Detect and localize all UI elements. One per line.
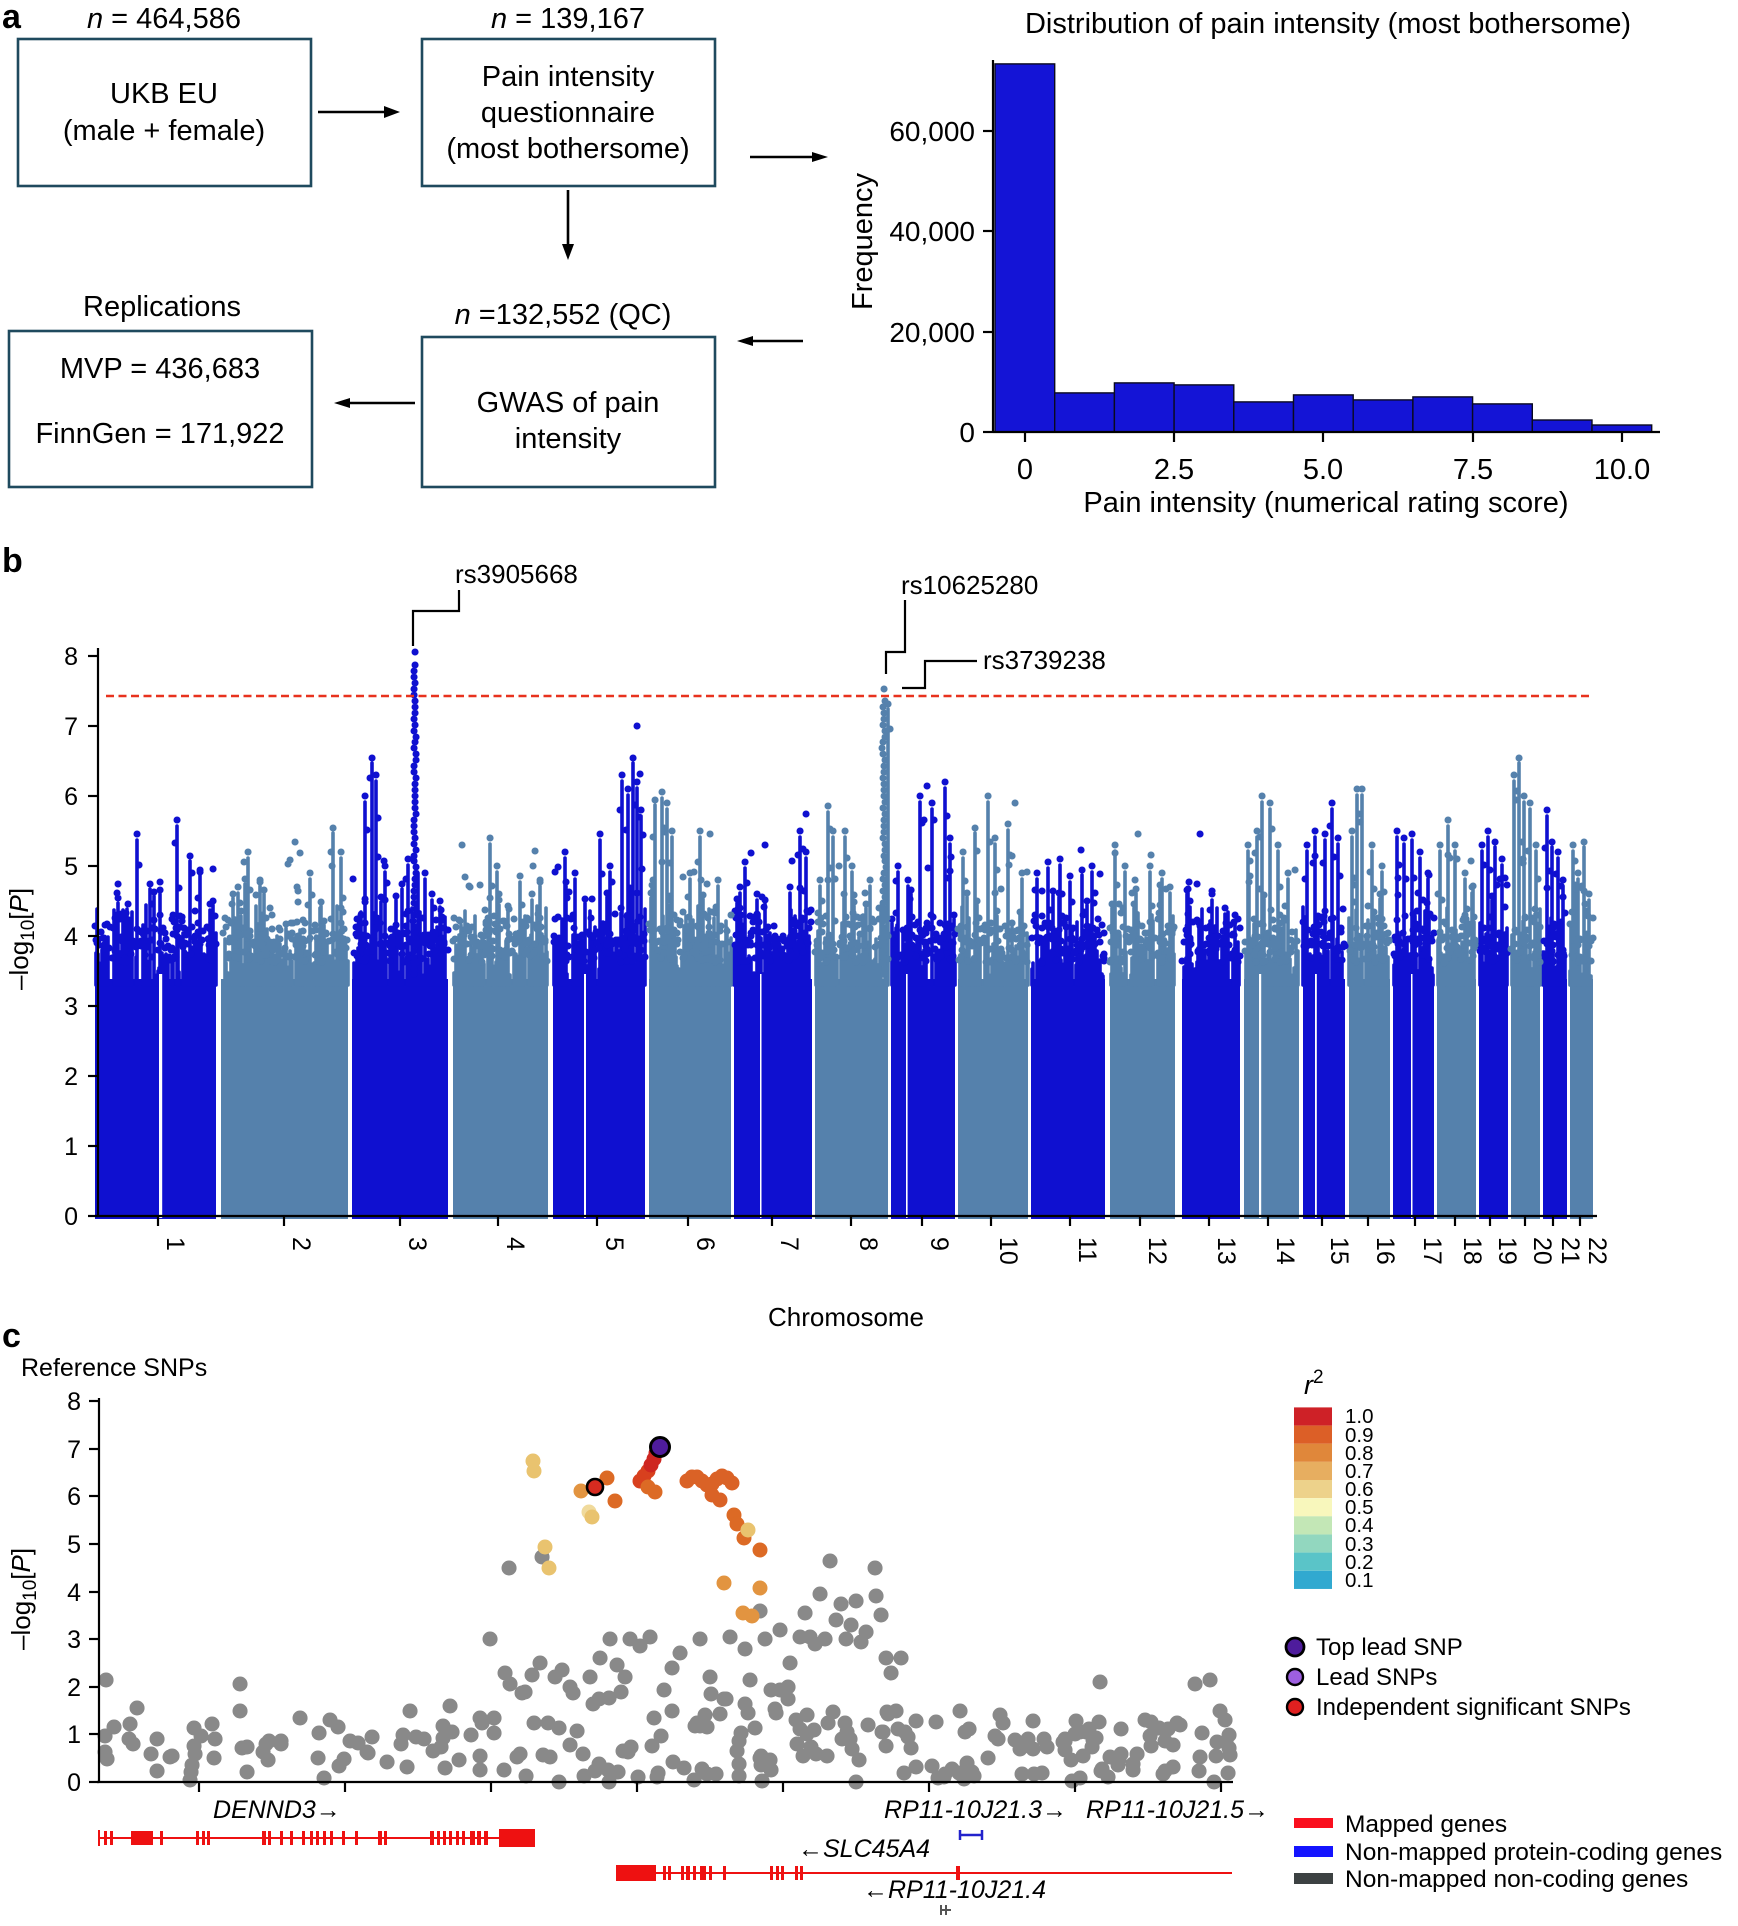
svg-text:10.0: 10.0 bbox=[1594, 454, 1650, 486]
svg-text:8: 8 bbox=[67, 1388, 81, 1416]
svg-text:0.1: 0.1 bbox=[1345, 1569, 1374, 1592]
svg-text:intensity: intensity bbox=[515, 423, 622, 455]
svg-text:1: 1 bbox=[161, 1237, 189, 1251]
svg-text:0: 0 bbox=[64, 1203, 78, 1231]
svg-text:Mapped genes: Mapped genes bbox=[1345, 1811, 1507, 1838]
svg-text:8: 8 bbox=[64, 643, 78, 671]
svg-text:12: 12 bbox=[1143, 1237, 1171, 1265]
svg-text:18: 18 bbox=[1458, 1237, 1486, 1265]
svg-text:(male + female): (male + female) bbox=[63, 115, 265, 147]
svg-text:0.2: 0.2 bbox=[1345, 1551, 1374, 1574]
svg-text:60,000: 60,000 bbox=[889, 116, 975, 147]
svg-text:8: 8 bbox=[854, 1237, 882, 1251]
svg-text:Reference SNPs: Reference SNPs bbox=[21, 1354, 207, 1382]
svg-text:Replications: Replications bbox=[83, 291, 241, 323]
svg-text:a: a bbox=[2, 0, 22, 36]
svg-text:6: 6 bbox=[67, 1483, 81, 1511]
svg-text:RP11-10J21.3→: RP11-10J21.3→ bbox=[884, 1796, 1067, 1824]
svg-text:RP11-10J21.5→: RP11-10J21.5→ bbox=[1086, 1796, 1269, 1824]
svg-text:GWAS of pain: GWAS of pain bbox=[477, 387, 660, 419]
svg-text:3: 3 bbox=[403, 1237, 431, 1251]
svg-text:7: 7 bbox=[775, 1237, 803, 1251]
svg-text:rs3739238: rs3739238 bbox=[983, 645, 1106, 675]
svg-text:15: 15 bbox=[1325, 1237, 1353, 1265]
svg-text:17: 17 bbox=[1418, 1237, 1446, 1265]
svg-text:11: 11 bbox=[1073, 1237, 1101, 1263]
svg-text:Non-mapped protein-coding gene: Non-mapped protein-coding genes bbox=[1345, 1839, 1722, 1866]
svg-text:4: 4 bbox=[501, 1237, 529, 1251]
svg-text:7: 7 bbox=[64, 713, 78, 741]
svg-text:3: 3 bbox=[64, 993, 78, 1021]
svg-text:c: c bbox=[2, 1317, 21, 1355]
svg-text:Non-mapped non-coding genes: Non-mapped non-coding genes bbox=[1345, 1866, 1688, 1893]
svg-text:7.5: 7.5 bbox=[1453, 454, 1493, 486]
svg-text:20: 20 bbox=[1528, 1237, 1556, 1265]
svg-text:Pain intensity: Pain intensity bbox=[482, 61, 655, 93]
svg-text:rs10625280: rs10625280 bbox=[901, 570, 1038, 600]
svg-text:DENND3→: DENND3→ bbox=[213, 1796, 341, 1824]
svg-text:2: 2 bbox=[64, 1063, 78, 1091]
svg-text:22: 22 bbox=[1583, 1237, 1611, 1265]
svg-text:0.3: 0.3 bbox=[1345, 1533, 1374, 1556]
svg-text:b: b bbox=[2, 542, 23, 580]
svg-text:9: 9 bbox=[925, 1237, 953, 1251]
svg-text:Pain intensity (numerical rati: Pain intensity (numerical rating score) bbox=[1083, 487, 1568, 519]
svg-text:19: 19 bbox=[1493, 1237, 1521, 1265]
svg-text:6: 6 bbox=[691, 1237, 719, 1251]
svg-text:5: 5 bbox=[64, 853, 78, 881]
svg-text:FinnGen = 171,922: FinnGen = 171,922 bbox=[35, 418, 284, 450]
svg-text:0: 0 bbox=[959, 417, 975, 448]
svg-text:0.6: 0.6 bbox=[1345, 1478, 1374, 1501]
svg-text:←RP11-10J21.4: ←RP11-10J21.4 bbox=[863, 1876, 1046, 1904]
svg-text:0.8: 0.8 bbox=[1345, 1442, 1374, 1465]
svg-text:Chromosome: Chromosome bbox=[768, 1302, 924, 1332]
svg-text:2: 2 bbox=[287, 1237, 315, 1251]
svg-text:21: 21 bbox=[1556, 1237, 1584, 1265]
svg-text:2.5: 2.5 bbox=[1154, 454, 1194, 486]
svg-text:UKB EU: UKB EU bbox=[110, 78, 218, 110]
svg-text:4: 4 bbox=[64, 923, 78, 951]
svg-text:0.9: 0.9 bbox=[1345, 1424, 1374, 1447]
svg-text:16: 16 bbox=[1371, 1237, 1399, 1265]
svg-text:n =132,552 (QC): n =132,552 (QC) bbox=[455, 299, 672, 331]
svg-text:10: 10 bbox=[994, 1237, 1022, 1265]
svg-text:0: 0 bbox=[67, 1769, 81, 1797]
svg-text:7: 7 bbox=[67, 1436, 81, 1464]
svg-text:6: 6 bbox=[64, 783, 78, 811]
svg-text:n = 139,167: n = 139,167 bbox=[491, 3, 645, 35]
svg-text:0: 0 bbox=[1017, 454, 1033, 486]
svg-text:3: 3 bbox=[67, 1626, 81, 1654]
svg-text:2: 2 bbox=[67, 1674, 81, 1702]
svg-text:n = 464,586: n = 464,586 bbox=[87, 3, 241, 35]
svg-text:←SLC45A4: ←SLC45A4 bbox=[798, 1835, 930, 1863]
svg-text:1: 1 bbox=[67, 1721, 81, 1749]
svg-text:0.7: 0.7 bbox=[1345, 1460, 1374, 1483]
svg-text:20,000: 20,000 bbox=[889, 317, 975, 348]
svg-text:5: 5 bbox=[67, 1531, 81, 1559]
svg-text:questionnaire: questionnaire bbox=[481, 97, 655, 129]
svg-text:Lead SNPs: Lead SNPs bbox=[1316, 1664, 1437, 1691]
svg-text:4: 4 bbox=[67, 1579, 81, 1607]
svg-text:Top lead SNP: Top lead SNP bbox=[1316, 1634, 1463, 1661]
svg-text:13: 13 bbox=[1212, 1237, 1240, 1265]
svg-text:0.5: 0.5 bbox=[1345, 1496, 1374, 1519]
svg-text:Frequency: Frequency bbox=[847, 172, 879, 310]
svg-text:5.0: 5.0 bbox=[1303, 454, 1343, 486]
svg-text:MVP = 436,683: MVP = 436,683 bbox=[60, 353, 260, 385]
svg-text:40,000: 40,000 bbox=[889, 216, 975, 247]
svg-text:Independent significant SNPs: Independent significant SNPs bbox=[1316, 1694, 1631, 1721]
svg-text:0.4: 0.4 bbox=[1345, 1514, 1374, 1537]
svg-text:1.0: 1.0 bbox=[1345, 1405, 1374, 1428]
svg-text:1: 1 bbox=[64, 1133, 78, 1161]
svg-text:5: 5 bbox=[600, 1237, 628, 1251]
svg-text:14: 14 bbox=[1271, 1237, 1299, 1265]
svg-text:(most bothersome): (most bothersome) bbox=[446, 133, 689, 165]
svg-text:rs3905668: rs3905668 bbox=[455, 559, 578, 589]
svg-text:Distribution of pain intensity: Distribution of pain intensity (most bot… bbox=[1025, 8, 1631, 40]
